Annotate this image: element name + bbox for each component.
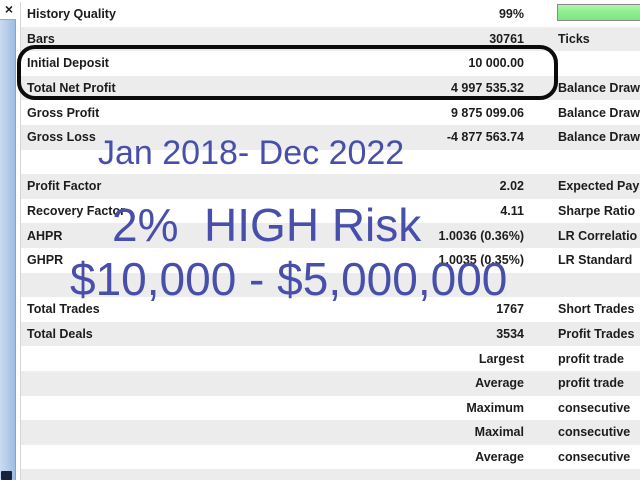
stat-value: 1767 (496, 302, 524, 317)
stat-label: GHPR (27, 253, 64, 268)
stat-value: 4 997 535.32 (451, 81, 524, 96)
table-row: Initial Deposit 10 000.00 (21, 51, 640, 76)
table-row: Maximal consecutive (21, 420, 640, 445)
stat-value: 9 875 099.06 (451, 105, 524, 120)
table-row: AHPR 1.0036 (0.36%) LR Correlatio (21, 223, 640, 248)
stat-value: Average (475, 449, 524, 464)
table-row: Average profit trade (21, 370, 640, 396)
table-row: History Quality 99% (21, 2, 640, 27)
stat-category: Profit Trades (558, 327, 635, 342)
stat-label: Bars (27, 31, 55, 46)
close-icon[interactable]: × (4, 1, 14, 17)
stat-category: Balance Draw (558, 105, 640, 120)
report-table: History Quality 99% Bars 30761 Ticks Initial … (20, 2, 640, 480)
stat-category: LR Standard (558, 253, 633, 268)
table-row (21, 272, 640, 298)
stat-category: Short Trades (558, 302, 635, 317)
stat-category: LR Correlatio (558, 228, 638, 243)
stat-category: Sharpe Ratio (558, 204, 636, 219)
stat-label: Profit Factor (27, 179, 102, 194)
stat-value: 10 000.00 (468, 56, 524, 71)
stat-value: 2.02 (499, 179, 524, 194)
stat-category: Balance Draw (558, 130, 640, 145)
table-row (21, 469, 640, 480)
stat-label: Gross Profit (27, 105, 100, 120)
stat-category: Ticks (558, 31, 590, 46)
stat-label: Total Net Profit (27, 81, 116, 96)
history-quality-bar-icon (557, 4, 640, 21)
stat-label: Gross Loss (27, 130, 96, 145)
bottom-left-icon[interactable] (1, 471, 12, 480)
stat-value: 1.0035 (0.35%) (438, 253, 524, 268)
stat-category: profit trade (558, 376, 624, 391)
stat-label: AHPR (27, 228, 63, 243)
stat-label: Total Deals (27, 327, 93, 342)
stat-category: profit trade (558, 351, 624, 366)
stat-label: History Quality (27, 7, 116, 22)
table-row: Bars 30761 Ticks (21, 26, 640, 52)
stat-category: consecutive (558, 449, 631, 464)
table-row (21, 150, 640, 175)
table-row: Profit Factor 2.02 Expected Pay (21, 174, 640, 199)
stat-category: consecutive (558, 425, 631, 440)
stat-value: 1.0036 (0.36%) (438, 228, 524, 243)
stat-category: Balance Draw (558, 81, 640, 96)
stat-value: -4 877 563.74 (446, 130, 524, 145)
table-row: Gross Loss -4 877 563.74 Balance Draw (21, 124, 640, 150)
stat-label: Total Trades (27, 302, 100, 317)
table-row: Total Trades 1767 Short Trades (21, 297, 640, 322)
stat-label: Recovery Factor (27, 204, 125, 219)
table-row: Total Net Profit 4 997 535.32 Balance Draw (21, 75, 640, 101)
stat-value: 30761 (489, 31, 524, 46)
table-row: Largest profit trade (21, 346, 640, 371)
table-row: Maximum consecutive (21, 396, 640, 421)
table-row: GHPR 1.0035 (0.35%) LR Standard (21, 248, 640, 273)
table-row: Recovery Factor 4.11 Sharpe Ratio (21, 199, 640, 224)
stat-value: 3534 (496, 327, 524, 342)
stat-value: 99% (498, 7, 524, 22)
stat-label: Initial Deposit (27, 56, 109, 71)
table-row: Total Deals 3534 Profit Trades (21, 321, 640, 347)
stat-value: Average (475, 376, 524, 391)
stat-value: Maximum (466, 400, 524, 415)
stat-category: consecutive (558, 400, 631, 415)
stat-value: 4.11 (500, 204, 524, 219)
stat-category: Expected Pay (558, 179, 640, 194)
stat-value: Maximal (474, 425, 524, 440)
left-scroll-rail[interactable] (0, 19, 16, 480)
table-row: Average consecutive (21, 445, 640, 470)
table-row: Gross Profit 9 875 099.06 Balance Draw (21, 100, 640, 125)
stat-value: Largest (478, 351, 524, 366)
